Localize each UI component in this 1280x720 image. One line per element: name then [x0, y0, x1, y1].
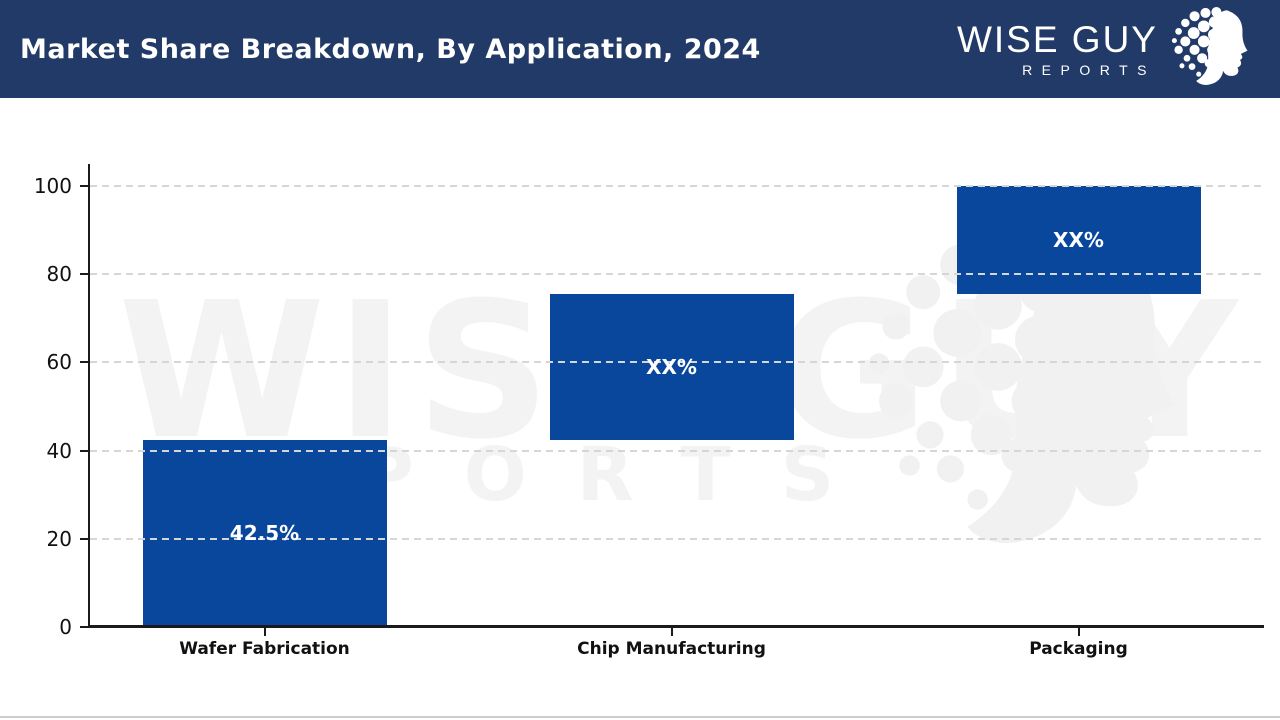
chart-plot-area: 0 20 40 60 80 100 42.5% Wafer Fabrication XX% Chi…: [0, 98, 1280, 720]
x-axis-category-label: Packaging: [1029, 639, 1128, 659]
y-axis-line: [88, 164, 90, 627]
y-axis-tick-label-0: 0: [59, 615, 72, 639]
y-axis-tick-label-80: 80: [46, 262, 72, 287]
y-axis-tick-label-60: 60: [46, 350, 72, 375]
x-axis-tick-2: [1077, 628, 1080, 636]
logo-subtitle: REPORTS: [1022, 62, 1156, 78]
y-axis-tick-80: [80, 273, 88, 276]
gridline-y100: [90, 185, 1262, 187]
bar-wafer-fabrication: [142, 439, 387, 627]
y-axis-tick-100: [80, 185, 88, 187]
bar-chip-manufacturing: [549, 294, 794, 440]
x-axis-category-label: Wafer Fabrication: [179, 639, 350, 659]
bar-packaging: [956, 186, 1201, 295]
y-axis-tick-40: [80, 449, 88, 452]
gridline-y40: [90, 449, 1262, 452]
y-axis-tick-label-40: 40: [46, 438, 72, 463]
logo-wordmark: WISE GUY: [956, 19, 1158, 60]
page-title: Market Share Breakdown, By Application, …: [20, 33, 761, 65]
bar-value-label: XX%: [1053, 228, 1104, 253]
bar-value-label: XX%: [646, 354, 697, 379]
wiseguy-logo: WISE GUY REPORTS: [957, 7, 1252, 91]
x-axis-tick-0: [263, 628, 266, 636]
x-axis-category-label: Chip Manufacturing: [577, 639, 766, 659]
header-bar: Market Share Breakdown, By Application, …: [0, 0, 1280, 98]
y-axis-tick-label-100: 100: [33, 174, 72, 198]
wiseguy-logo-text: WISE GUY REPORTS: [957, 21, 1158, 77]
y-axis-tick-20: [80, 537, 88, 540]
x-axis-tick-1: [670, 628, 673, 636]
bar-value-label: 42.5%: [229, 521, 300, 546]
gridline-y60: [90, 361, 1262, 364]
x-axis-line: [88, 625, 1264, 628]
gridline-y80: [90, 273, 1262, 276]
y-axis-tick-60: [80, 361, 88, 364]
gridline-y20: [90, 537, 1262, 540]
bottom-border: [0, 716, 1280, 718]
y-axis-tick-0: [80, 626, 88, 628]
wiseguy-face-icon: [1171, 7, 1248, 85]
y-axis-tick-label-20: 20: [46, 526, 72, 551]
